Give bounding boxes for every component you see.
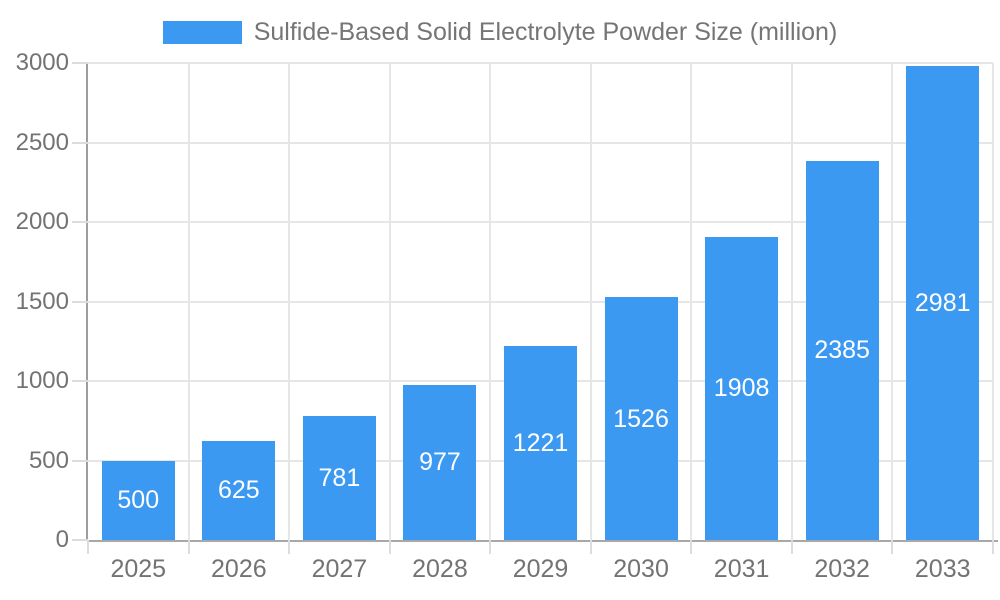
x-tick-5 <box>590 540 592 554</box>
y-tick-label-2500: 2500 <box>15 128 69 156</box>
bar-value-label: 2385 <box>814 336 870 365</box>
bar-2031[interactable]: 1908 <box>705 236 779 540</box>
x-tick-label-2031: 2031 <box>713 555 770 583</box>
bar-value-label: 781 <box>318 463 361 492</box>
bar-value-label: 1221 <box>512 428 569 457</box>
x-tick-3 <box>389 540 391 554</box>
y-tick-1000 <box>72 380 88 382</box>
x-tick-1 <box>188 540 190 554</box>
bar-value-label: 625 <box>217 476 260 505</box>
bar-2030[interactable]: 1526 <box>604 297 678 540</box>
bar-2029[interactable]: 1221 <box>504 345 577 540</box>
y-tick-500 <box>72 459 88 462</box>
y-tick-3000 <box>72 62 88 64</box>
bar-value-label: 977 <box>419 448 461 477</box>
v-gridline-7 <box>791 63 793 540</box>
x-tick-label-2025: 2025 <box>110 555 167 583</box>
y-tick-2000 <box>72 221 88 223</box>
bar-2032[interactable]: 2385 <box>805 160 879 540</box>
h-gridline-2500 <box>88 141 993 144</box>
x-tick-label-2030: 2030 <box>613 555 669 583</box>
x-tick-label-2028: 2028 <box>412 555 468 583</box>
v-gridline-8 <box>891 63 893 540</box>
y-tick-label-3000: 3000 <box>15 49 69 76</box>
bar-2027[interactable]: 781 <box>302 415 376 540</box>
y-tick-label-0: 0 <box>55 526 69 553</box>
h-gridline-2000 <box>88 221 993 223</box>
h-gridline-1500 <box>88 300 993 303</box>
v-gridline-2 <box>288 63 290 540</box>
v-gridline-9 <box>992 63 994 540</box>
v-gridline-6 <box>690 63 692 540</box>
v-gridline-5 <box>590 63 592 540</box>
legend-label: Sulfide-Based Solid Electrolyte Powder S… <box>253 18 838 46</box>
h-gridline-3000 <box>88 62 993 64</box>
x-tick-label-2029: 2029 <box>512 555 569 583</box>
y-tick-0 <box>72 539 88 541</box>
y-tick-label-1500: 1500 <box>15 287 69 315</box>
x-tick-8 <box>891 540 893 554</box>
x-tick-7 <box>791 540 793 554</box>
x-tick-label-2032: 2032 <box>814 555 870 583</box>
y-tick-2500 <box>72 141 88 144</box>
x-tick-6 <box>690 540 692 554</box>
bar-2025[interactable]: 500 <box>101 460 175 540</box>
bar-value-label: 1908 <box>713 374 770 403</box>
plot-area: 500 625 781 977 1221 1526 1908 2385 2981 <box>88 62 994 540</box>
v-gridline-4 <box>489 63 491 540</box>
legend-swatch-icon <box>162 20 242 44</box>
x-axis-line <box>88 540 998 542</box>
x-tick-9 <box>992 540 994 554</box>
bar-2028[interactable]: 977 <box>403 384 477 540</box>
x-tick-label-2033: 2033 <box>914 555 971 583</box>
legend[interactable]: Sulfide-Based Solid Electrolyte Powder S… <box>0 14 1000 50</box>
bar-value-label: 1526 <box>613 404 669 433</box>
x-tick-4 <box>489 540 491 554</box>
y-tick-1500 <box>72 300 88 303</box>
v-gridline-3 <box>389 63 391 540</box>
v-gridline-1 <box>188 63 190 540</box>
y-tick-label-2000: 2000 <box>15 208 69 235</box>
y-tick-label-500: 500 <box>28 446 69 474</box>
bar-2026[interactable]: 625 <box>202 440 276 540</box>
bar-2033[interactable]: 2981 <box>906 66 980 540</box>
x-tick-0 <box>87 540 89 554</box>
y-tick-label-1000: 1000 <box>15 367 69 394</box>
bar-value-label: 500 <box>117 486 160 515</box>
x-tick-label-2026: 2026 <box>211 555 267 583</box>
bar-value-label: 2981 <box>914 289 971 318</box>
x-tick-2 <box>288 540 290 554</box>
x-tick-label-2027: 2027 <box>311 555 368 583</box>
